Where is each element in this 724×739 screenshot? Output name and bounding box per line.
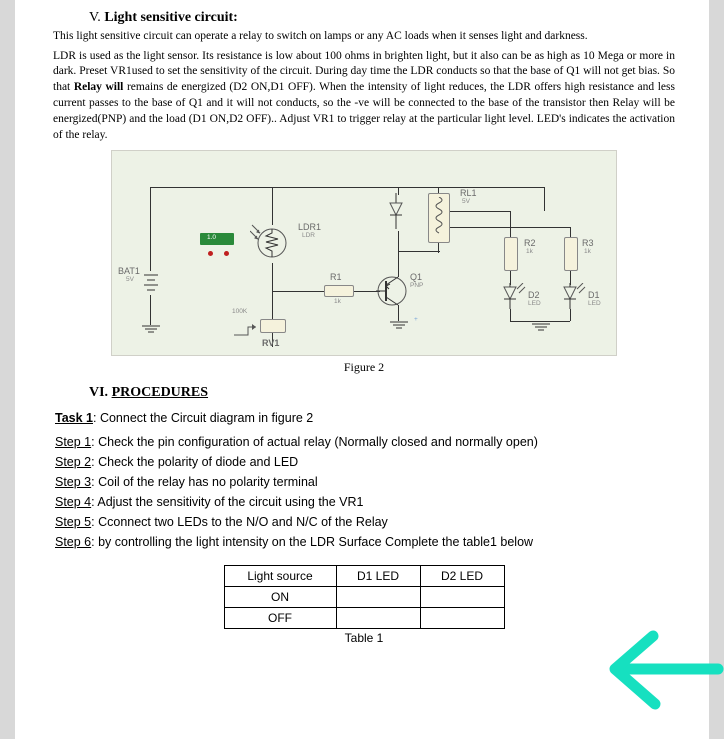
step-3-label: Step 3: [55, 475, 91, 489]
r1-sub: 1k: [334, 299, 341, 306]
rv1-sub: 100K: [232, 309, 247, 316]
section-5-title: V. Light sensitive circuit:: [53, 10, 675, 26]
task-1-text: : Connect the Circuit diagram in figure …: [93, 411, 313, 425]
rv1-label: RV1: [262, 339, 279, 348]
task-1-label: Task 1: [55, 411, 93, 425]
step-6: Step 6: by controlling the light intensi…: [55, 535, 675, 549]
d2-label: D2: [528, 291, 540, 300]
r1-label: R1: [330, 273, 342, 282]
step-4-text: : Adjust the sensitivity of the circuit …: [91, 495, 363, 509]
section-6-roman: VI.: [89, 385, 108, 400]
document-page: V. Light sensitive circuit: This light s…: [15, 0, 709, 739]
td-off: OFF: [224, 607, 336, 628]
circuit-diagram: BAT1 5V 1.0 LDR1 LDR: [111, 150, 617, 356]
step-2: Step 2: Check the polarity of diode and …: [55, 455, 675, 469]
td-on-d2: [420, 586, 504, 607]
table-header-row: Light source D1 LED D2 LED: [224, 565, 504, 586]
td-off-d2: [420, 607, 504, 628]
step-2-text: : Check the polarity of diode and LED: [91, 455, 298, 469]
d2-sub: LED: [528, 301, 541, 308]
step-1-label: Step 1: [55, 435, 91, 449]
step-3: Step 3: Coil of the relay has no polarit…: [55, 475, 675, 489]
table-row: OFF: [224, 607, 504, 628]
r2-label: R2: [524, 239, 536, 248]
td-on-d1: [336, 586, 420, 607]
figure-2-caption: Figure 2: [53, 360, 675, 375]
step-5-text: : Cconnect two LEDs to the N/O and N/C o…: [91, 515, 388, 529]
d1-sub: LED: [588, 301, 601, 308]
section-6-heading: VI. PROCEDURES: [89, 385, 675, 401]
section-5-para-2: LDR is used as the light sensor. Its res…: [53, 49, 675, 144]
step-6-text: : by controlling the light intensity on …: [91, 535, 533, 549]
rl1-label: RL1: [460, 189, 477, 198]
pcb-label: 1.0: [207, 235, 216, 242]
r3-sub: 1k: [584, 249, 591, 256]
step-4-label: Step 4: [55, 495, 91, 509]
table-1: Light source D1 LED D2 LED ON OFF: [224, 565, 505, 629]
th-d1-led: D1 LED: [336, 565, 420, 586]
step-1: Step 1: Check the pin configuration of a…: [55, 435, 675, 449]
para2-c: remains de energized (D2 ON,D1 OFF). Whe…: [53, 81, 675, 141]
step-2-label: Step 2: [55, 455, 91, 469]
section-5-heading: Light sensitive circuit:: [104, 10, 238, 25]
rl1-sub: 5V: [462, 199, 470, 206]
q1-label: Q1: [410, 273, 422, 282]
step-1-text: : Check the pin configuration of actual …: [91, 435, 538, 449]
task-1: Task 1: Connect the Circuit diagram in f…: [55, 411, 675, 425]
td-on: ON: [224, 586, 336, 607]
step-6-label: Step 6: [55, 535, 91, 549]
step-5: Step 5: Cconnect two LEDs to the N/O and…: [55, 515, 675, 529]
step-5-label: Step 5: [55, 515, 91, 529]
bat1-label: BAT1: [118, 267, 140, 276]
figure-2-wrap: BAT1 5V 1.0 LDR1 LDR: [53, 150, 675, 356]
table-1-caption: Table 1: [224, 631, 505, 645]
table-1-wrap: Light source D1 LED D2 LED ON OFF Table …: [53, 565, 675, 645]
d1-label: D1: [588, 291, 600, 300]
step-3-text: : Coil of the relay has no polarity term…: [91, 475, 318, 489]
section-5-roman: V.: [89, 10, 101, 25]
ldr1-sub: LDR: [302, 233, 315, 240]
section-5-para-1: This light sensitive circuit can operate…: [53, 29, 675, 45]
section-6-title: PROCEDURES: [112, 385, 208, 400]
th-d2-led: D2 LED: [420, 565, 504, 586]
para2-b: Relay will: [74, 81, 124, 93]
table-row: ON: [224, 586, 504, 607]
bat1-sub: 5V: [126, 277, 134, 284]
r2-sub: 1k: [526, 249, 533, 256]
r3-label: R3: [582, 239, 594, 248]
td-off-d1: [336, 607, 420, 628]
ldr1-label: LDR1: [298, 223, 321, 232]
q1-sub: PNP: [410, 283, 423, 290]
th-light-source: Light source: [224, 565, 336, 586]
step-4: Step 4: Adjust the sensitivity of the ci…: [55, 495, 675, 509]
